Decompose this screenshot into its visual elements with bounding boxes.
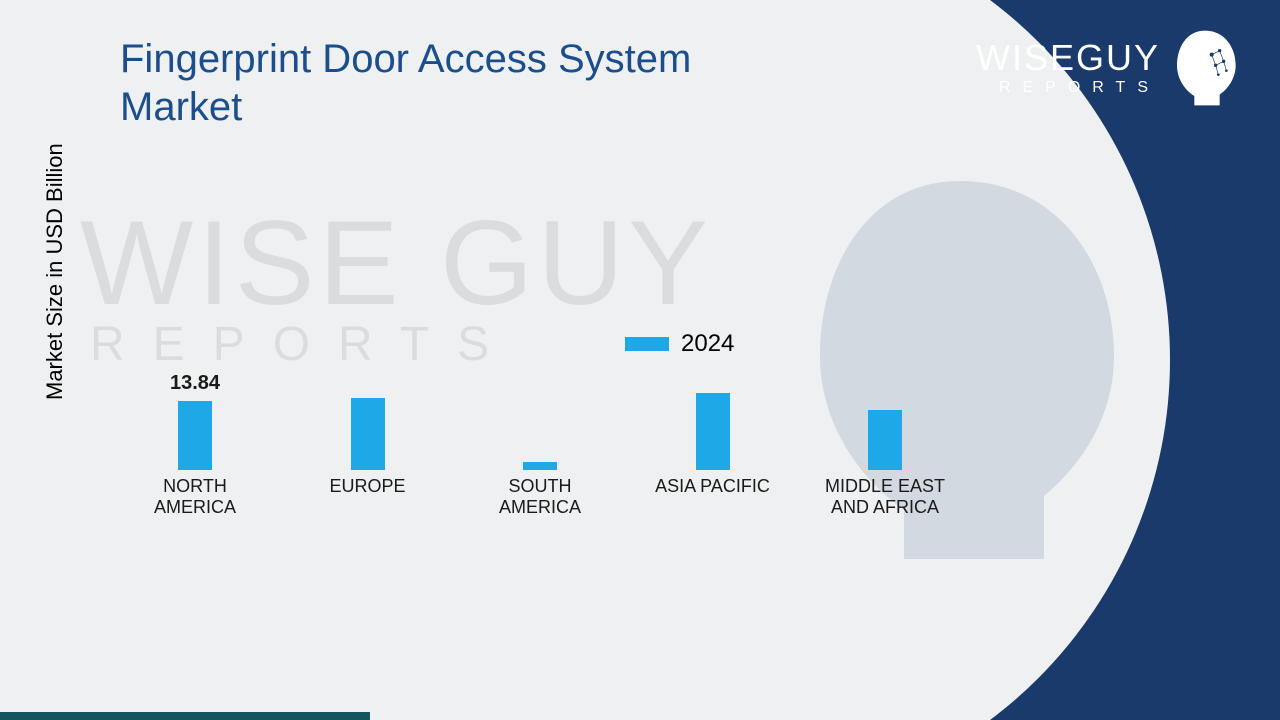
legend-label: 2024 — [681, 330, 734, 358]
y-axis-label: Market Size in USD Billion — [42, 143, 68, 400]
bar-category-label: EUROPE — [303, 476, 433, 497]
bar-category-label: MIDDLE EAST AND AFRICA — [820, 476, 950, 518]
bar-category-label: SOUTH AMERICA — [475, 476, 605, 518]
bar — [178, 401, 212, 470]
brand-logo: WISEGUY REPORTS — [980, 28, 1240, 108]
bar-category-label: NORTH AMERICA — [130, 476, 260, 518]
bar-slot: ASIA PACIFIC — [648, 170, 778, 470]
bar-category-label: ASIA PACIFIC — [648, 476, 778, 497]
bar — [868, 410, 902, 470]
bar-value-label: 13.84 — [170, 372, 220, 395]
bar — [523, 462, 557, 470]
canvas: WISE GUY REPORTS Fingerprint Door Access… — [0, 0, 1280, 720]
legend-swatch — [625, 337, 669, 351]
bar-slot: SOUTH AMERICA — [475, 170, 605, 470]
bar-chart: 13.84NORTH AMERICA EUROPE SOUTH AMERICA ASI… — [130, 170, 950, 470]
legend: 2024 — [625, 330, 734, 358]
bar-slot: MIDDLE EAST AND AFRICA — [820, 170, 950, 470]
bar — [351, 398, 385, 471]
chart-title: Fingerprint Door Access System Market — [120, 35, 770, 131]
bars-row: 13.84NORTH AMERICA EUROPE SOUTH AMERICA ASI… — [130, 170, 950, 470]
brand-logo-text: WISEGUY REPORTS — [976, 40, 1160, 96]
bar — [696, 393, 730, 471]
brand-head-icon — [1170, 28, 1240, 108]
brand-logo-sub: REPORTS — [999, 80, 1160, 96]
bar-slot: 13.84NORTH AMERICA — [130, 170, 260, 470]
bottom-accent — [0, 712, 370, 720]
brand-logo-top: WISEGUY — [976, 40, 1160, 76]
bar-slot: EUROPE — [303, 170, 433, 470]
